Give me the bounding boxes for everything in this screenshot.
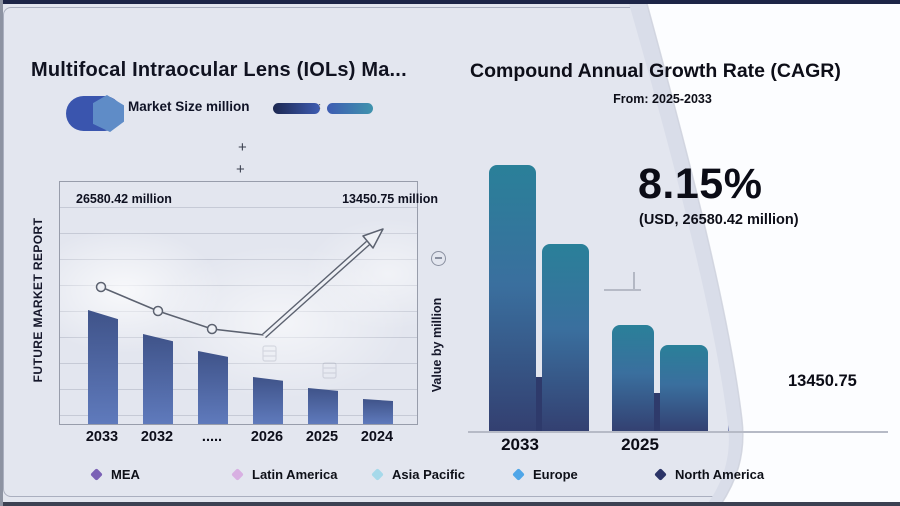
legend-item-label: Asia Pacific (392, 467, 465, 482)
plus-icon[interactable]: + (236, 161, 245, 178)
legend-item-mea: MEA (90, 467, 140, 482)
left-edge-bar (0, 0, 3, 506)
right-axis-baseline (468, 431, 888, 433)
top-edge-bar (0, 0, 900, 4)
scale-pill-separator: : (318, 101, 321, 111)
x-label-2025: 2025 (621, 435, 659, 454)
market-size-bar-2032 (143, 334, 173, 424)
start-value-annotation: 26580.42 million (76, 192, 172, 206)
cagr-value: 8.15% (638, 160, 763, 208)
x-label-2033: 2033 (85, 429, 119, 445)
legend-diamond-icon (90, 468, 103, 481)
market-size-bar-2033 (88, 310, 118, 424)
legend-item-north-america: North America (654, 467, 765, 482)
cagr-basis-note: (USD, 26580.42 million) (639, 212, 799, 228)
market-size-legend-label: Market Size million (128, 99, 250, 114)
trend-line (100, 286, 265, 336)
cagr-bar-2033-1 (489, 165, 536, 433)
legend-item-latin-america: Latin America (231, 467, 338, 482)
watermark-table-icon (262, 345, 337, 379)
cagr-period-subtitle: From: 2025-2033 (613, 92, 712, 106)
market-size-bar-2025 (308, 388, 338, 424)
report-logo (66, 95, 124, 132)
x-label-2033: 2033 (501, 435, 539, 454)
cagr-bar-2025-2 (660, 345, 708, 433)
x-label-.....: ..... (201, 429, 223, 445)
x-label-2026: 2026 (250, 429, 284, 445)
trend-line-overlay (95, 228, 384, 379)
end-value-label: 13450.75 (788, 372, 857, 390)
left-bars-group (60, 182, 417, 424)
minus-circle-icon[interactable] (431, 251, 446, 266)
right-panel-title: Compound Annual Growth Rate (CAGR) (470, 60, 841, 82)
bar-pair-join-2 (654, 393, 660, 433)
legend-item-asia-pacific: Asia Pacific (371, 467, 465, 482)
wave-white-shape (646, 0, 900, 506)
end-value-annotation: 13450.75 million (342, 192, 438, 206)
plus-icon[interactable]: + (238, 139, 247, 156)
bar-pair-join-1 (536, 377, 542, 433)
market-size-bar-2026 (253, 377, 283, 424)
legend-item-label: Europe (533, 467, 578, 482)
x-label-2025: 2025 (305, 429, 339, 445)
scale-pill-left (273, 103, 320, 114)
bottom-edge-bar (0, 502, 900, 506)
legend-item-label: Latin America (252, 467, 338, 482)
value-axis-label: Value by million (430, 297, 444, 393)
legend-item-label: North America (675, 467, 765, 482)
legend-item-europe: Europe (512, 467, 578, 482)
x-label-2024: 2024 (360, 429, 394, 445)
left-panel-title: Multifocal Intraocular Lens (IOLs) Ma... (31, 59, 407, 81)
cagr-bar-2033-2 (542, 244, 589, 433)
cagr-bar-2025-1 (612, 325, 654, 433)
legend-item-label: MEA (111, 467, 140, 482)
legend-diamond-icon (654, 468, 667, 481)
market-size-chart-plot: 26580.42 million 13450.75 million (59, 181, 438, 425)
trend-markers (95, 281, 218, 335)
x-label-2032: 2032 (140, 429, 174, 445)
future-market-report-label: FUTURE MARKET REPORT (31, 217, 45, 383)
growth-arrow (262, 228, 384, 339)
market-size-bar-2024 (363, 399, 393, 424)
legend-diamond-icon (512, 468, 525, 481)
wave-edge-line (645, 0, 744, 506)
corner-bracket-decor (604, 272, 641, 291)
legend-diamond-icon (371, 468, 384, 481)
scale-pill-right (327, 103, 373, 114)
legend-diamond-icon (231, 468, 244, 481)
market-size-bar-..... (198, 351, 228, 424)
